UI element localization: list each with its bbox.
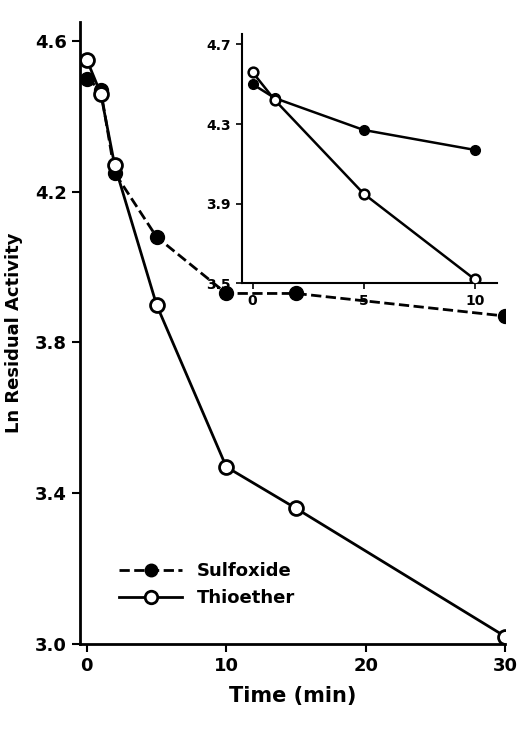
X-axis label: Time (min): Time (min) [229, 687, 356, 706]
Legend: Sulfoxide, Thioether: Sulfoxide, Thioether [110, 553, 304, 616]
Y-axis label: Ln Residual Activity: Ln Residual Activity [5, 233, 23, 433]
